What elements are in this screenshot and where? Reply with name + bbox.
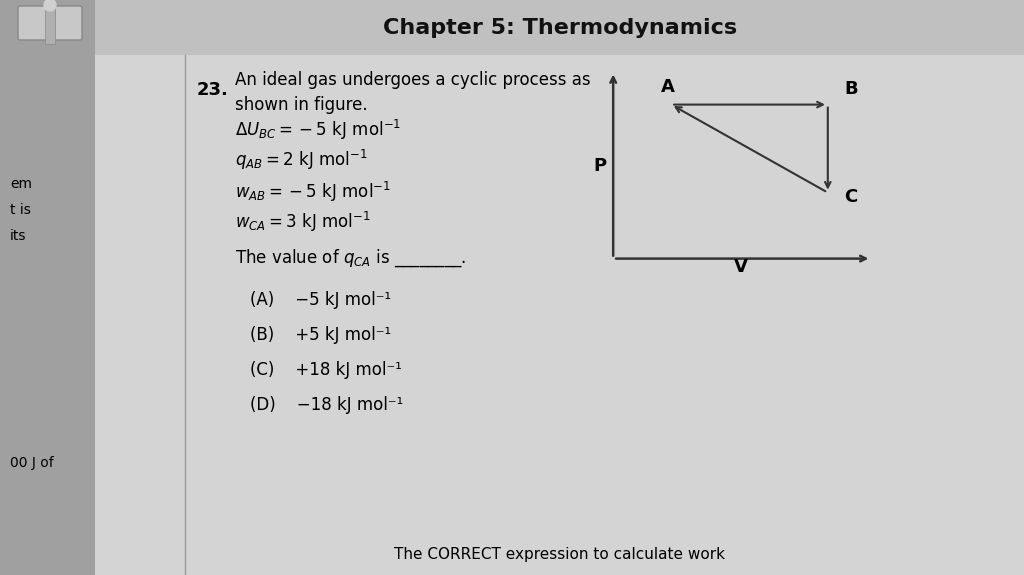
Text: $q_{AB} = 2\ \mathrm{kJ\ mol}^{-1}$: $q_{AB} = 2\ \mathrm{kJ\ mol}^{-1}$ bbox=[234, 148, 368, 172]
Text: (C)    +18 kJ mol⁻¹: (C) +18 kJ mol⁻¹ bbox=[250, 361, 401, 379]
Bar bbox=[0, 0, 95, 575]
Text: 23.: 23. bbox=[197, 81, 229, 99]
Text: B: B bbox=[844, 80, 858, 98]
Text: An ideal gas undergoes a cyclic process as: An ideal gas undergoes a cyclic process … bbox=[234, 71, 591, 89]
Text: The CORRECT expression to calculate work: The CORRECT expression to calculate work bbox=[394, 547, 725, 562]
Text: (D)    −18 kJ mol⁻¹: (D) −18 kJ mol⁻¹ bbox=[250, 396, 403, 414]
Text: (B)    +5 kJ mol⁻¹: (B) +5 kJ mol⁻¹ bbox=[250, 326, 391, 344]
Text: The value of $q_{CA}$ is ________.: The value of $q_{CA}$ is ________. bbox=[234, 247, 466, 269]
Text: $w_{CA} = 3\ \mathrm{kJ\ mol}^{-1}$: $w_{CA} = 3\ \mathrm{kJ\ mol}^{-1}$ bbox=[234, 210, 371, 234]
Text: shown in figure.: shown in figure. bbox=[234, 96, 368, 114]
Text: C: C bbox=[845, 188, 858, 206]
Text: em: em bbox=[10, 177, 32, 191]
Text: $\Delta U_{BC} = -5\ \mathrm{kJ\ mol}^{-1}$: $\Delta U_{BC} = -5\ \mathrm{kJ\ mol}^{-… bbox=[234, 118, 401, 142]
FancyBboxPatch shape bbox=[18, 6, 82, 40]
Text: (A)    −5 kJ mol⁻¹: (A) −5 kJ mol⁻¹ bbox=[250, 291, 391, 309]
Text: t is: t is bbox=[10, 203, 31, 217]
Bar bbox=[95, 0, 1024, 55]
Text: Chapter 5: Thermodynamics: Chapter 5: Thermodynamics bbox=[383, 18, 737, 38]
Circle shape bbox=[44, 0, 56, 11]
Text: 00 J of: 00 J of bbox=[10, 456, 53, 470]
Text: V: V bbox=[734, 258, 748, 276]
Bar bbox=[45, 2, 55, 44]
Text: $w_{AB} = -5\ \mathrm{kJ\ mol}^{-1}$: $w_{AB} = -5\ \mathrm{kJ\ mol}^{-1}$ bbox=[234, 180, 391, 204]
Text: A: A bbox=[662, 78, 675, 96]
Text: its: its bbox=[10, 229, 27, 243]
Text: P: P bbox=[593, 157, 606, 175]
